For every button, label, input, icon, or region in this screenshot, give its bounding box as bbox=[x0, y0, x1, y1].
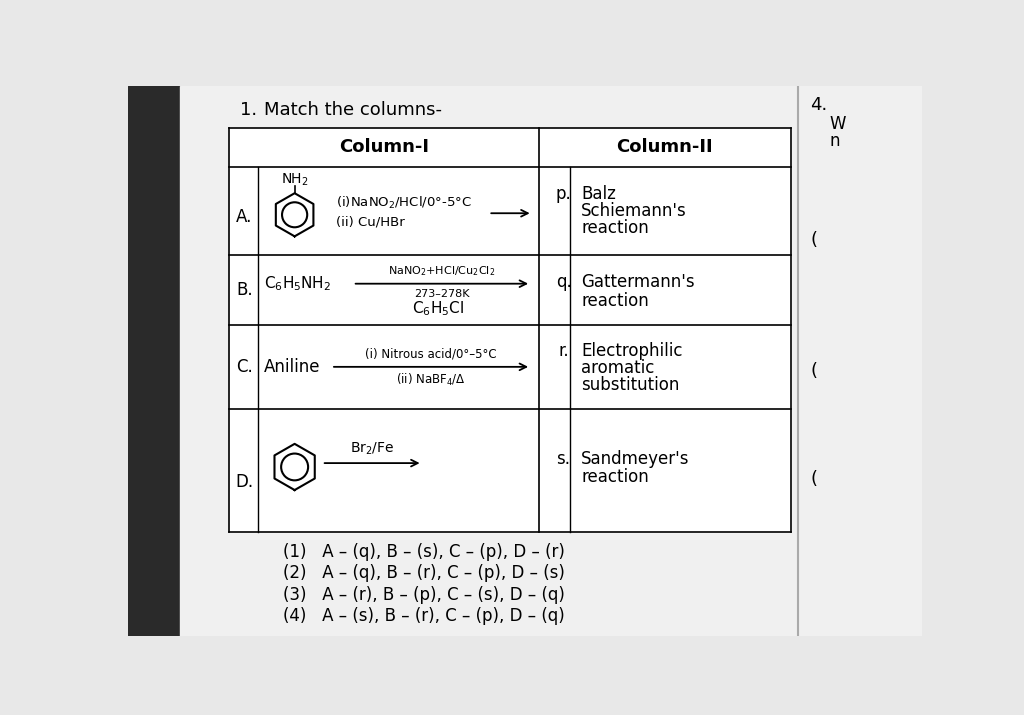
Text: Column-II: Column-II bbox=[616, 139, 713, 157]
Text: Match the columns-: Match the columns- bbox=[263, 102, 441, 119]
Text: reaction: reaction bbox=[582, 292, 649, 310]
Text: q.: q. bbox=[556, 273, 571, 291]
Text: reaction: reaction bbox=[582, 219, 649, 237]
Text: p.: p. bbox=[556, 185, 571, 203]
Text: r.: r. bbox=[558, 342, 569, 360]
Text: (i) Nitrous acid/0°–5°C: (i) Nitrous acid/0°–5°C bbox=[366, 347, 497, 360]
Text: Aniline: Aniline bbox=[263, 358, 321, 376]
Text: C.: C. bbox=[236, 358, 253, 376]
Text: D.: D. bbox=[236, 473, 253, 491]
Text: Electrophilic: Electrophilic bbox=[582, 342, 683, 360]
Text: (4)   A – (s), B – (r), C – (p), D – (q): (4) A – (s), B – (r), C – (p), D – (q) bbox=[283, 607, 565, 626]
Text: aromatic: aromatic bbox=[582, 360, 654, 378]
Bar bbox=[128, 86, 180, 636]
Text: W: W bbox=[829, 115, 846, 133]
Text: B.: B. bbox=[236, 281, 253, 299]
Text: (i)NaNO$_2$/HCl/0°-5°C: (i)NaNO$_2$/HCl/0°-5°C bbox=[336, 195, 471, 211]
Text: (: ( bbox=[810, 231, 817, 249]
Text: (3)   A – (r), B – (p), C – (s), D – (q): (3) A – (r), B – (p), C – (s), D – (q) bbox=[283, 586, 565, 603]
Text: s.: s. bbox=[557, 450, 570, 468]
Text: 273–278K: 273–278K bbox=[414, 290, 470, 300]
Text: C$_6$H$_5$NH$_2$: C$_6$H$_5$NH$_2$ bbox=[263, 275, 331, 293]
Text: (: ( bbox=[810, 362, 817, 380]
Text: (: ( bbox=[810, 470, 817, 488]
Text: Sandmeyer's: Sandmeyer's bbox=[582, 450, 690, 468]
Text: reaction: reaction bbox=[582, 468, 649, 486]
Text: NaNO$_2$+HCl/Cu$_2$Cl$_2$: NaNO$_2$+HCl/Cu$_2$Cl$_2$ bbox=[388, 265, 496, 278]
Text: (ii) Cu/HBr: (ii) Cu/HBr bbox=[336, 216, 404, 229]
Bar bbox=[228, 128, 791, 533]
Text: Balz: Balz bbox=[582, 185, 616, 203]
Text: (2)   A – (q), B – (r), C – (p), D – (s): (2) A – (q), B – (r), C – (p), D – (s) bbox=[283, 564, 565, 582]
Text: (ii) NaBF$_4$/Δ: (ii) NaBF$_4$/Δ bbox=[396, 372, 466, 388]
Text: Gattermann's: Gattermann's bbox=[582, 273, 695, 291]
Text: Schiemann's: Schiemann's bbox=[582, 202, 687, 220]
Text: NH$_2$: NH$_2$ bbox=[281, 172, 308, 188]
Text: n: n bbox=[829, 132, 840, 150]
Text: (1)   A – (q), B – (s), C – (p), D – (r): (1) A – (q), B – (s), C – (p), D – (r) bbox=[283, 543, 565, 561]
Text: 4.: 4. bbox=[810, 96, 827, 114]
Text: C$_6$H$_5$Cl: C$_6$H$_5$Cl bbox=[412, 299, 464, 317]
Text: Column-I: Column-I bbox=[339, 139, 429, 157]
Text: A.: A. bbox=[237, 208, 253, 226]
Text: 1.: 1. bbox=[241, 102, 257, 119]
Text: substitution: substitution bbox=[582, 376, 680, 395]
Text: Br$_2$/Fe: Br$_2$/Fe bbox=[350, 441, 394, 458]
